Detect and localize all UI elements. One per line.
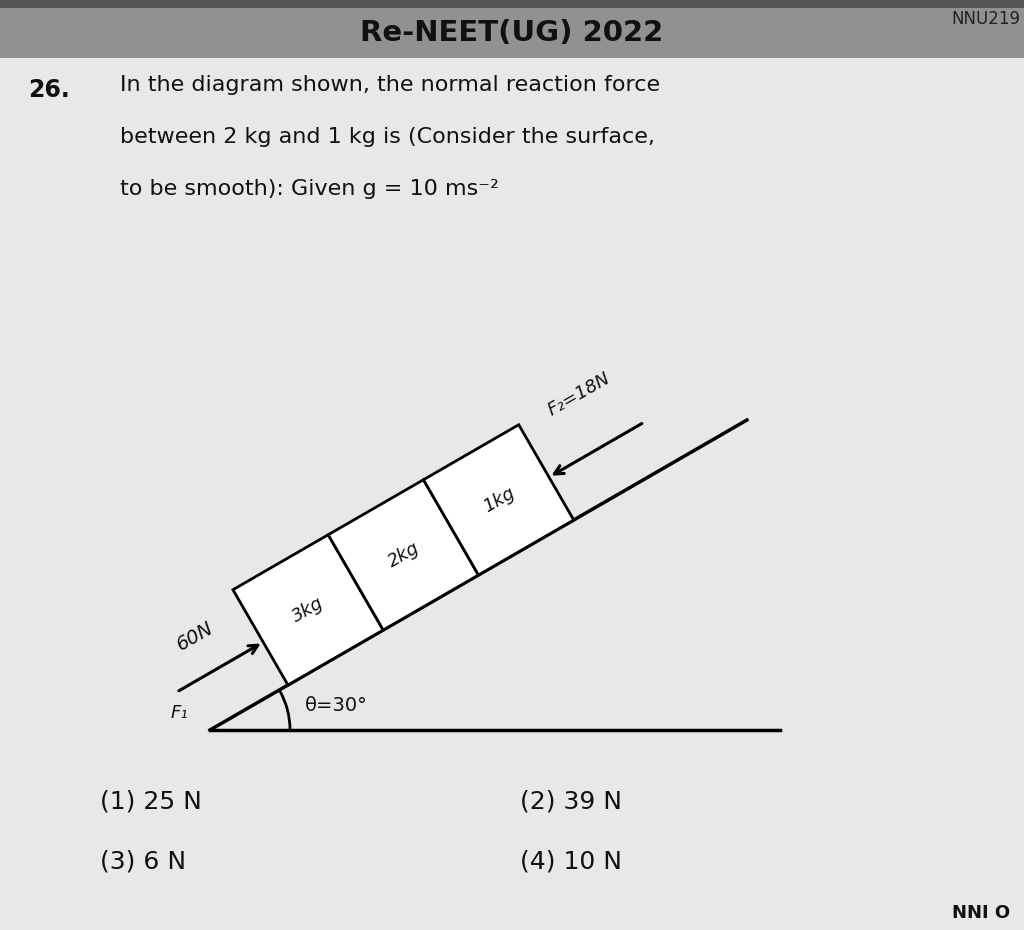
Text: 3kg: 3kg: [289, 593, 327, 626]
Polygon shape: [424, 425, 573, 575]
Text: θ=30°: θ=30°: [305, 696, 368, 715]
Text: to be smooth): Given g = 10 ms⁻²: to be smooth): Given g = 10 ms⁻²: [120, 179, 499, 199]
Text: F₂=18N: F₂=18N: [545, 369, 613, 419]
Text: (3) 6 N: (3) 6 N: [100, 850, 186, 874]
Bar: [0, 0, 1024, 58]
Polygon shape: [329, 480, 478, 630]
Bar: [0, 0, 1024, 8]
Text: 60N: 60N: [173, 618, 217, 654]
Text: 2kg: 2kg: [384, 538, 422, 571]
Text: 1kg: 1kg: [479, 484, 517, 516]
Text: Re-NEET(UG) 2022: Re-NEET(UG) 2022: [360, 19, 664, 47]
Text: NNU219: NNU219: [951, 10, 1020, 28]
Text: 26.: 26.: [28, 78, 70, 102]
Text: (4) 10 N: (4) 10 N: [520, 850, 622, 874]
Text: between 2 kg and 1 kg is (Consider the surface,: between 2 kg and 1 kg is (Consider the s…: [120, 127, 655, 147]
Text: NNI O: NNI O: [952, 904, 1010, 922]
Text: F₁: F₁: [170, 704, 187, 722]
Text: In the diagram shown, the normal reaction force: In the diagram shown, the normal reactio…: [120, 75, 660, 95]
Text: (2) 39 N: (2) 39 N: [520, 790, 622, 814]
Polygon shape: [232, 535, 383, 685]
Text: (1) 25 N: (1) 25 N: [100, 790, 202, 814]
